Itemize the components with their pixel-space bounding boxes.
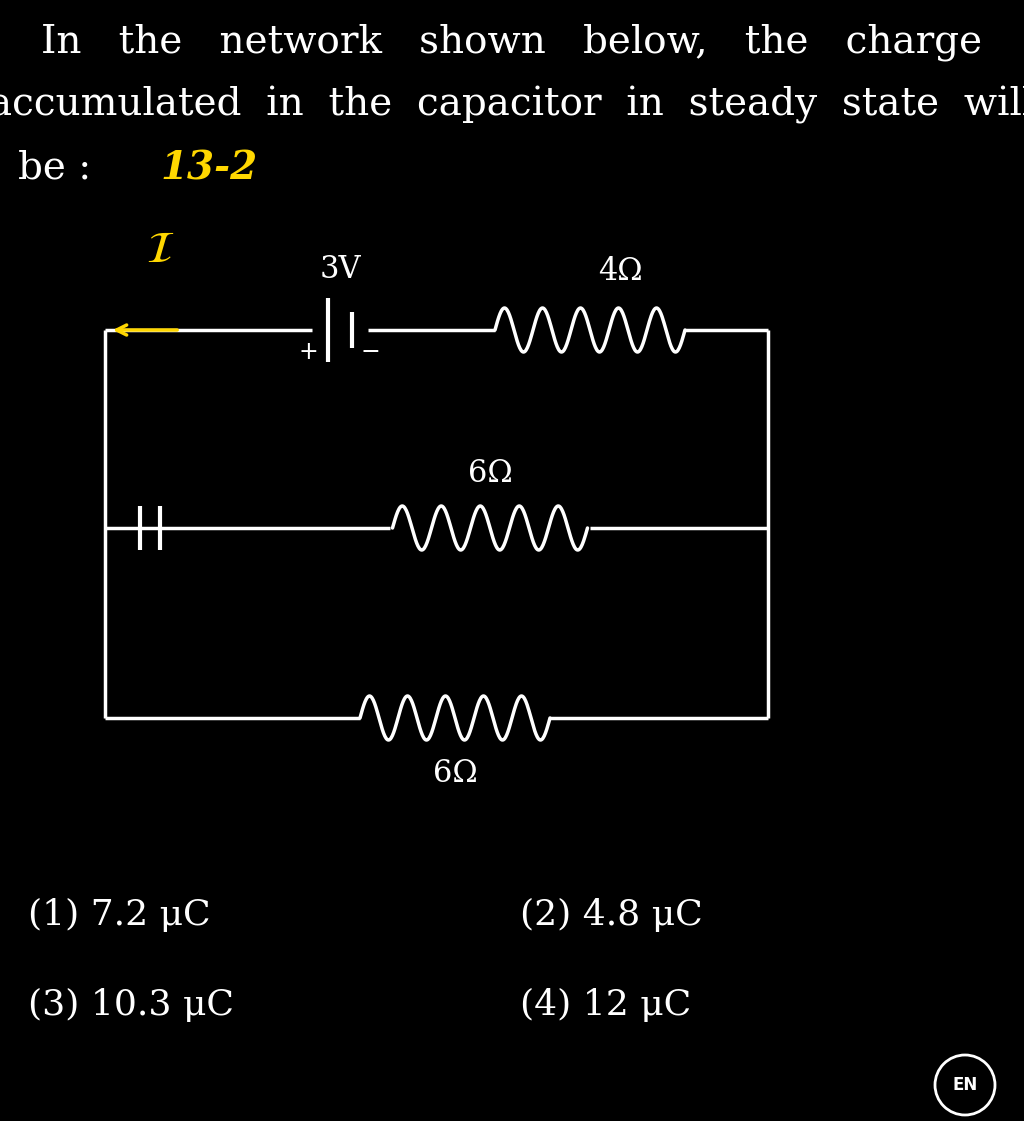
Text: 4Ω: 4Ω bbox=[598, 257, 642, 287]
Text: −: − bbox=[360, 340, 380, 364]
Text: 3V: 3V bbox=[319, 254, 360, 286]
Text: 13-2: 13-2 bbox=[160, 149, 257, 187]
Text: EN: EN bbox=[952, 1076, 978, 1094]
Text: (2) 4.8 μC: (2) 4.8 μC bbox=[520, 898, 702, 932]
Text: +: + bbox=[298, 340, 317, 364]
Text: (3) 10.3 μC: (3) 10.3 μC bbox=[28, 988, 234, 1022]
Text: be :: be : bbox=[18, 149, 103, 186]
Text: 6Ω: 6Ω bbox=[468, 457, 512, 489]
Text: $\mathcal{I}$: $\mathcal{I}$ bbox=[145, 229, 174, 271]
Text: accumulated  in  the  capacitor  in  steady  state  will: accumulated in the capacitor in steady s… bbox=[0, 86, 1024, 124]
Text: 6Ω: 6Ω bbox=[432, 758, 477, 788]
Text: In   the   network   shown   below,   the   charge: In the network shown below, the charge bbox=[41, 24, 983, 61]
Text: (4) 12 μC: (4) 12 μC bbox=[520, 988, 691, 1022]
Text: (1) 7.2 μC: (1) 7.2 μC bbox=[28, 898, 211, 932]
